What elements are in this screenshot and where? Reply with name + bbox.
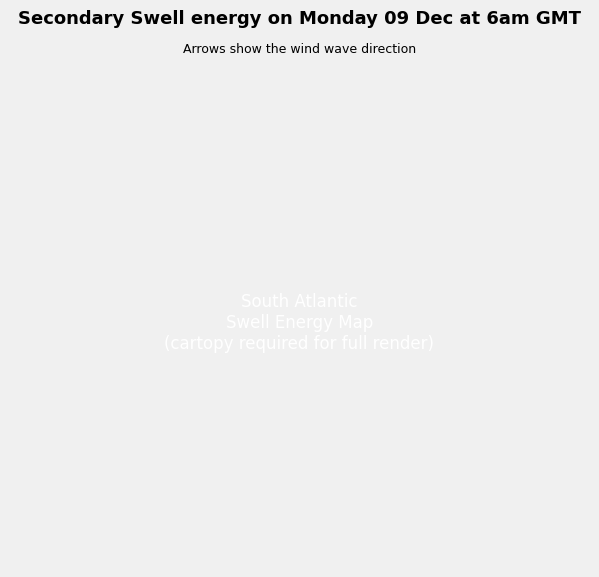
Text: South Atlantic
Swell Energy Map
(cartopy required for full render): South Atlantic Swell Energy Map (cartopy… [165,293,434,353]
Text: Arrows show the wind wave direction: Arrows show the wind wave direction [183,43,416,57]
Text: Secondary Swell energy on Monday 09 Dec at 6am GMT: Secondary Swell energy on Monday 09 Dec … [18,10,581,28]
